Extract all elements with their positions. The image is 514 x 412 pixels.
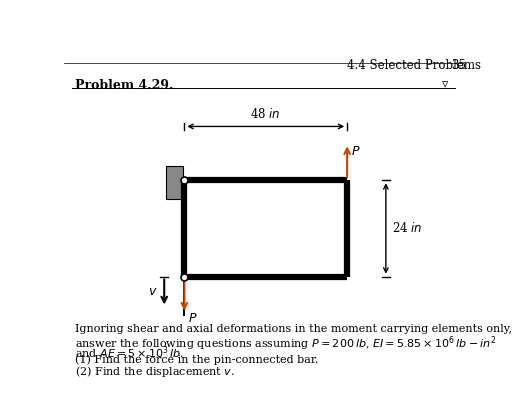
Text: Ignoring shear and axial deformations in the moment carrying elements only,: Ignoring shear and axial deformations in… xyxy=(75,324,512,334)
Text: Problem 4.29.: Problem 4.29. xyxy=(75,79,173,92)
Bar xyxy=(166,166,183,199)
Text: (1) Find the force in the pin-connected bar.: (1) Find the force in the pin-connected … xyxy=(75,354,319,365)
Text: and $AE = 5 \times 10^3\,lb$.: and $AE = 5 \times 10^3\,lb$. xyxy=(75,344,185,361)
Text: answer the following questions assuming $P = 200\,lb$, $EI = 5.85 \times 10^6\,l: answer the following questions assuming … xyxy=(75,335,497,353)
Text: 35: 35 xyxy=(451,59,466,73)
Text: $P$: $P$ xyxy=(351,145,360,158)
Text: 24 $\it{in}$: 24 $\it{in}$ xyxy=(392,222,423,236)
Text: $\triangledown$: $\triangledown$ xyxy=(441,79,449,92)
Text: $P$: $P$ xyxy=(188,312,198,325)
Text: 4.4 Selected Problems: 4.4 Selected Problems xyxy=(347,59,481,73)
Text: (2) Find the displacement $v$.: (2) Find the displacement $v$. xyxy=(75,364,235,379)
Text: 48 $\it{in}$: 48 $\it{in}$ xyxy=(250,107,281,121)
Text: $v$: $v$ xyxy=(149,286,158,298)
